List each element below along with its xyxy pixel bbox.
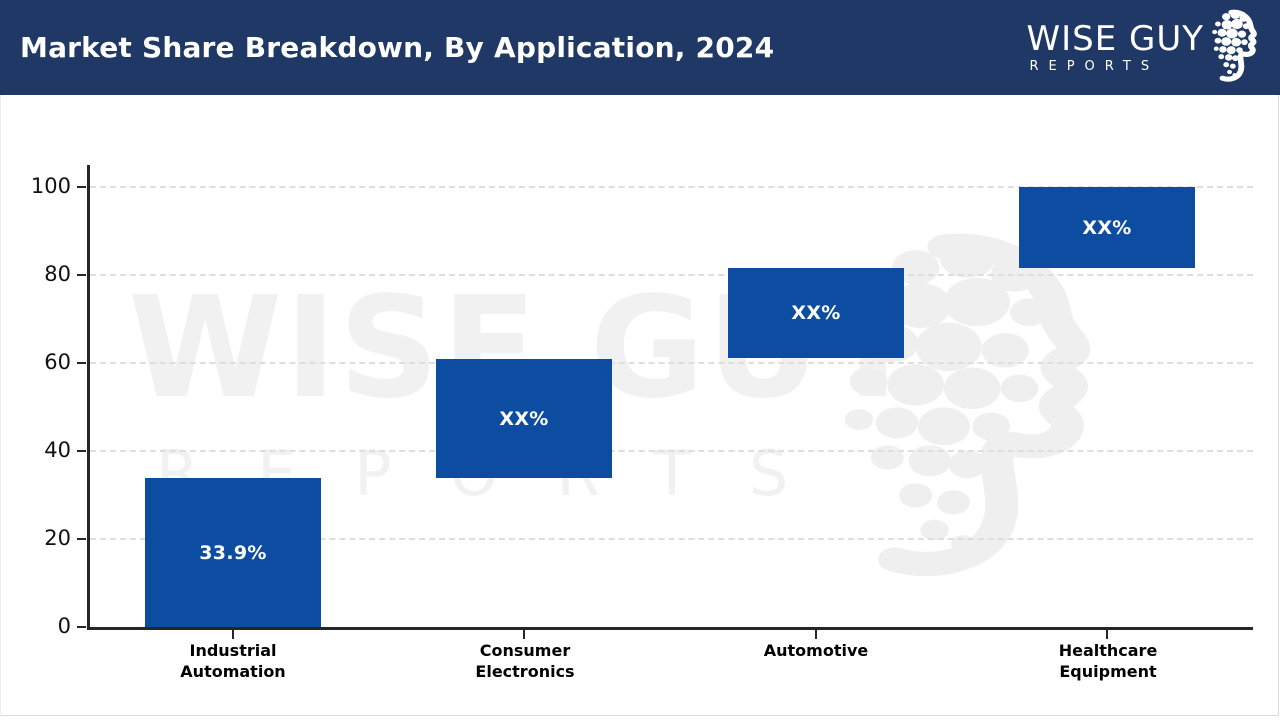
- y-tick-label: 60: [44, 350, 71, 374]
- y-tick-label: 0: [57, 614, 71, 638]
- bar-value-label: 33.9%: [199, 541, 267, 564]
- y-tick-label: 80: [44, 262, 71, 286]
- logo-brand-text: WISE GUY: [1026, 19, 1204, 59]
- gridline-100: [90, 186, 1253, 188]
- x-category-label: Healthcare Equipment: [1058, 641, 1158, 681]
- x-category-label: Industrial Automation: [180, 641, 286, 681]
- y-tick-0: [77, 626, 86, 628]
- bar-value-label: XX%: [1082, 216, 1132, 239]
- gridline-20: [90, 538, 1253, 540]
- gridline-40: [90, 450, 1253, 452]
- x-category-label: Consumer Electronics: [475, 641, 575, 681]
- x-axis: [87, 627, 1253, 630]
- header-bar: Market Share Breakdown, By Application, …: [0, 0, 1280, 95]
- y-axis: [87, 165, 90, 630]
- y-tick-100: [77, 186, 86, 188]
- y-tick-label: 40: [44, 438, 71, 462]
- gridline-60: [90, 362, 1253, 364]
- gridline-80: [90, 274, 1253, 276]
- y-tick-20: [77, 538, 86, 540]
- y-tick-label: 100: [30, 174, 71, 198]
- brand-logo: WISE GUY REPORTS: [1026, 8, 1266, 88]
- bar-value-label: XX%: [499, 407, 549, 430]
- page-title: Market Share Breakdown, By Application, …: [20, 31, 775, 64]
- y-tick-label: 20: [44, 526, 71, 550]
- x-tick: [232, 630, 234, 639]
- x-tick: [1106, 630, 1108, 639]
- x-category-label: Automotive: [763, 641, 869, 660]
- y-tick-60: [77, 362, 86, 364]
- y-tick-80: [77, 274, 86, 276]
- bar-automotive: XX%: [728, 268, 904, 358]
- logo-text: WISE GUY REPORTS: [1026, 22, 1204, 73]
- bar-healthcare-equipment: XX%: [1019, 187, 1195, 268]
- logo-sub-text: REPORTS: [1029, 59, 1160, 74]
- y-tick-40: [77, 450, 86, 452]
- x-tick: [523, 630, 525, 639]
- bar-consumer-electronics: XX%: [436, 359, 612, 478]
- x-tick: [815, 630, 817, 639]
- bar-industrial-automation: 33.9%: [145, 478, 321, 627]
- bar-value-label: XX%: [791, 302, 841, 324]
